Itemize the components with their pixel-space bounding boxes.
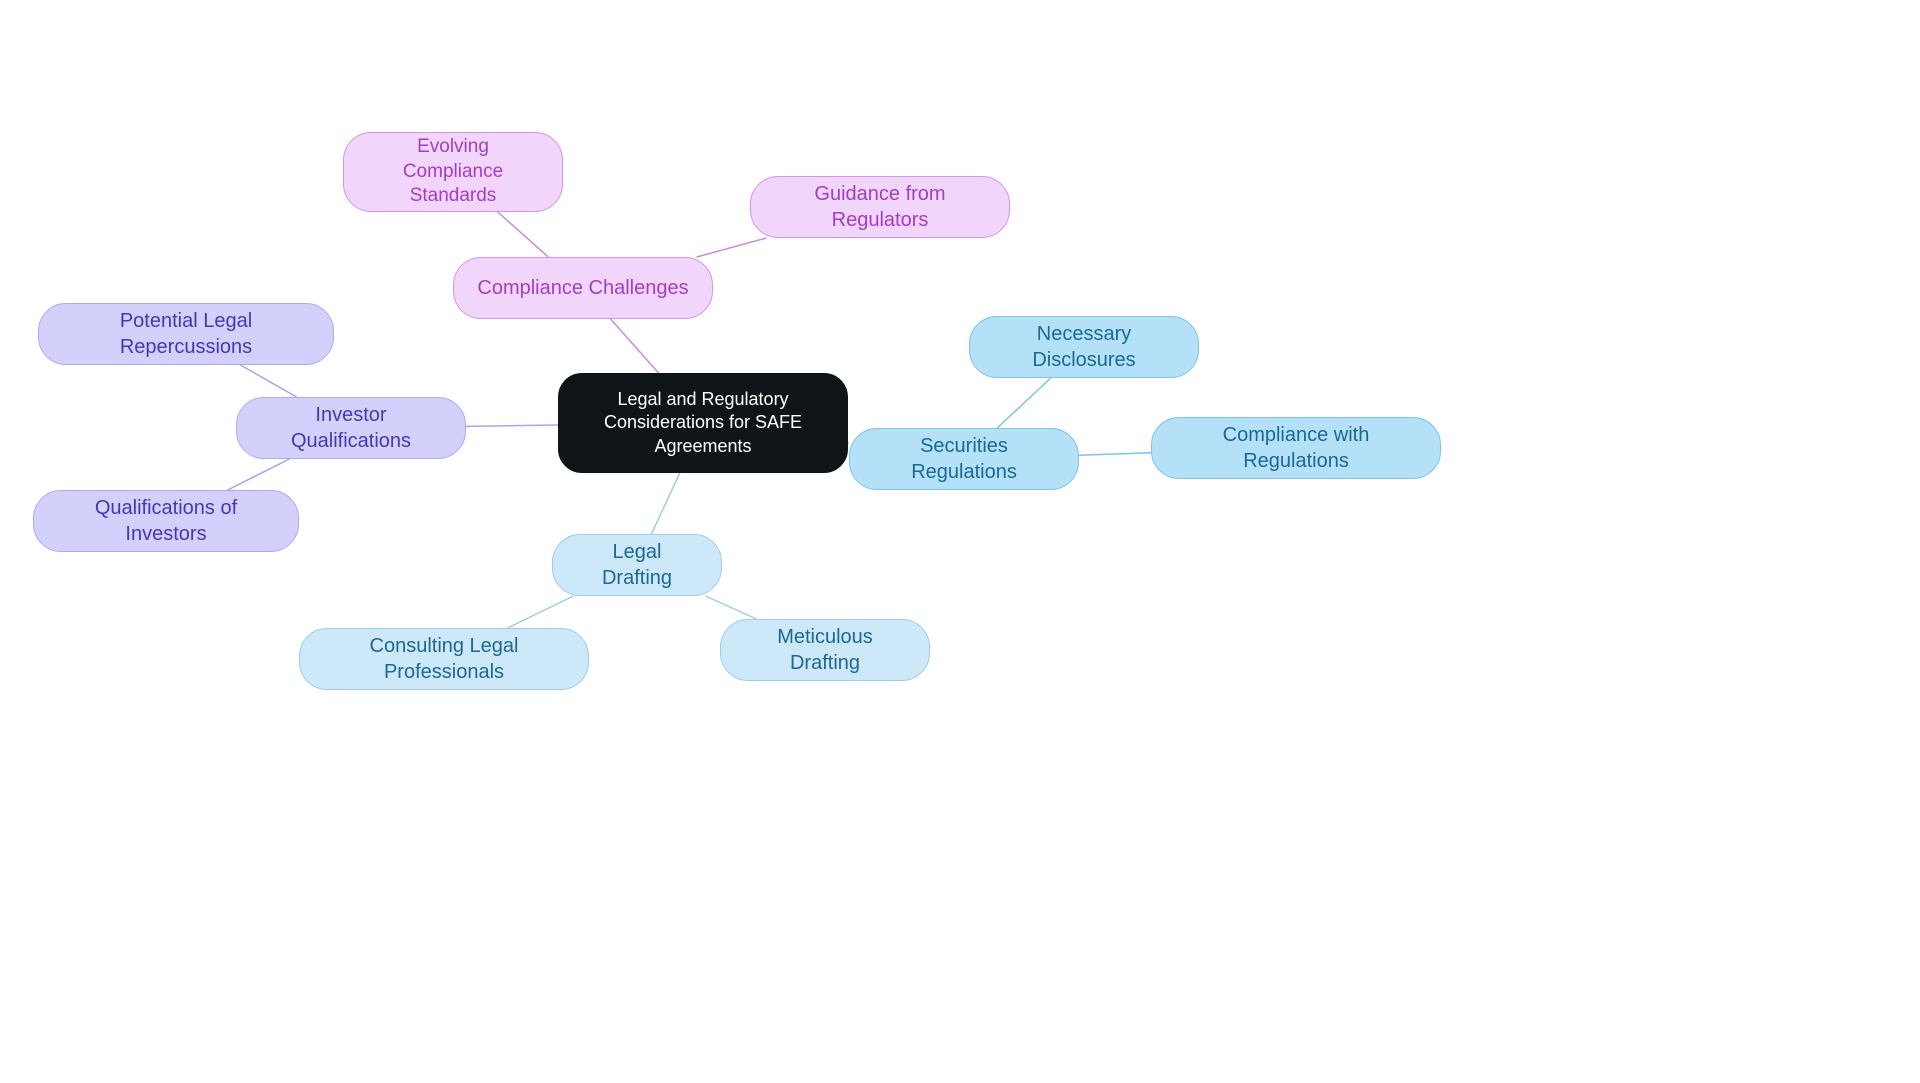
node-label: Compliance Challenges — [477, 275, 688, 301]
node-compliance: Compliance Challenges — [453, 257, 713, 319]
node-repercussions: Potential Legal Repercussions — [38, 303, 334, 365]
node-label: Legal Drafting — [575, 539, 699, 591]
node-guidance: Guidance from Regulators — [750, 176, 1010, 238]
edge — [697, 238, 767, 257]
node-label: Potential Legal Repercussions — [61, 308, 311, 360]
node-meticulous: Meticulous Drafting — [720, 619, 930, 681]
node-label: Qualifications of Investors — [56, 495, 276, 547]
node-label: Compliance with Regulations — [1174, 422, 1418, 474]
node-consulting: Consulting Legal Professionals — [299, 628, 589, 690]
node-disclosures: Necessary Disclosures — [969, 316, 1199, 378]
node-label: Guidance from Regulators — [773, 181, 987, 233]
edge — [498, 212, 548, 257]
node-label: Investor Qualifications — [259, 402, 443, 454]
edge — [228, 459, 290, 490]
node-label: Securities Regulations — [872, 433, 1056, 485]
node-investor: Investor Qualifications — [236, 397, 466, 459]
edge — [508, 596, 574, 628]
node-center: Legal and Regulatory Considerations for … — [558, 373, 848, 473]
node-legal: Legal Drafting — [552, 534, 722, 596]
edge — [706, 596, 757, 619]
edge — [240, 365, 296, 397]
edge — [1079, 453, 1151, 455]
node-evolving: Evolving Compliance Standards — [343, 132, 563, 212]
node-securities: Securities Regulations — [849, 428, 1079, 490]
node-compliancereg: Compliance with Regulations — [1151, 417, 1441, 479]
edge — [466, 425, 558, 426]
node-label: Meticulous Drafting — [743, 624, 907, 676]
edge — [997, 378, 1051, 428]
node-label: Evolving Compliance Standards — [366, 135, 540, 209]
edge — [651, 473, 679, 534]
node-label: Legal and Regulatory Considerations for … — [581, 388, 825, 458]
node-qualifications: Qualifications of Investors — [33, 490, 299, 552]
edge — [611, 319, 659, 373]
node-label: Necessary Disclosures — [992, 321, 1176, 373]
node-label: Consulting Legal Professionals — [322, 633, 566, 685]
